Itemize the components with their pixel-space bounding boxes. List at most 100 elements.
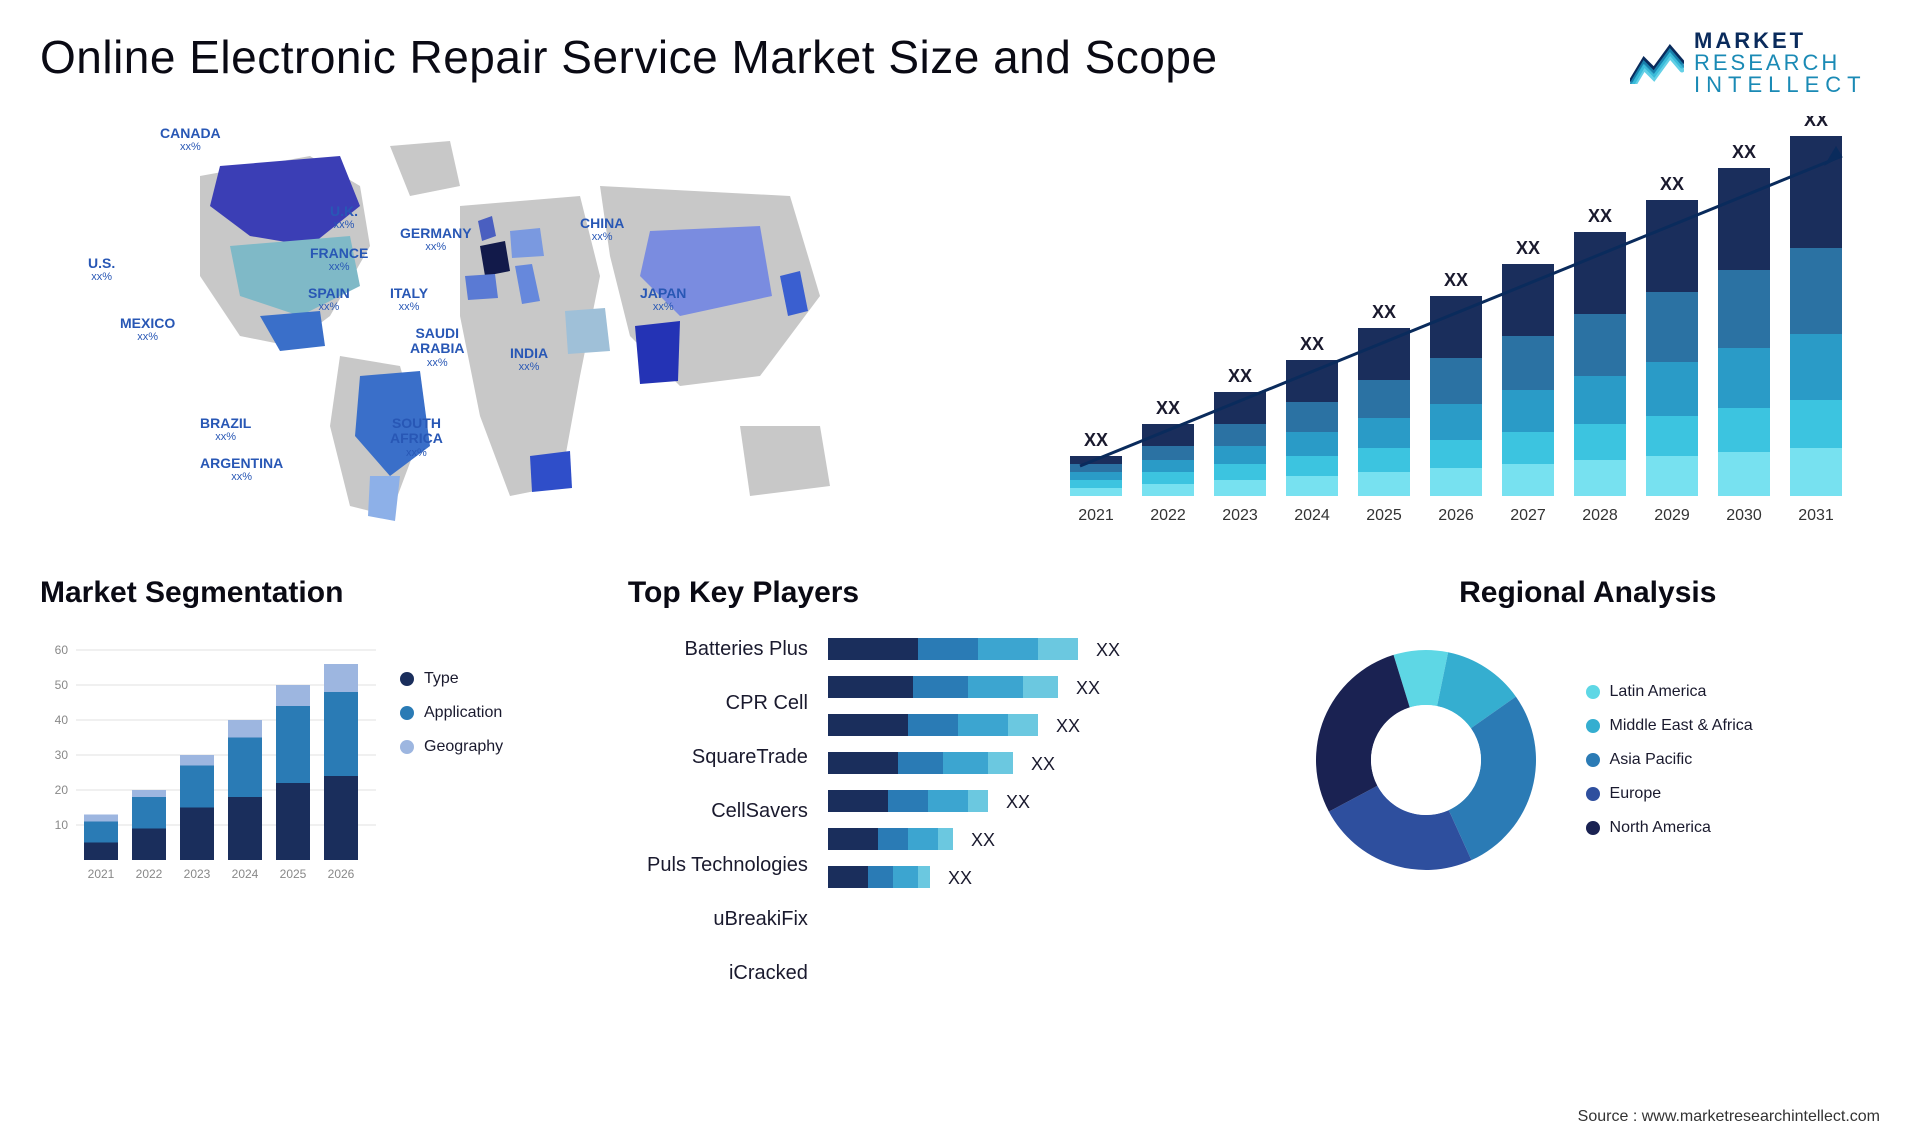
main-bar-2025-s1 bbox=[1358, 448, 1410, 472]
map-label-japan: JAPANxx% bbox=[640, 286, 686, 313]
main-bar-2027-s1 bbox=[1502, 432, 1554, 464]
segmentation-legend: TypeApplicationGeography bbox=[400, 630, 503, 890]
main-bar-2022-s3 bbox=[1142, 446, 1194, 460]
player-bar-0-s1 bbox=[918, 638, 978, 660]
players-title: Top Key Players bbox=[628, 576, 1266, 610]
player-bar-1-s0 bbox=[828, 676, 913, 698]
main-bar-2024-s4 bbox=[1286, 360, 1338, 402]
map-label-spain: SPAINxx% bbox=[308, 286, 350, 313]
main-bar-2028-s2 bbox=[1574, 376, 1626, 424]
player-bar-4-s1 bbox=[888, 790, 928, 812]
seg-legend-geography: Geography bbox=[400, 738, 503, 756]
source-attribution: Source : www.marketresearchintellect.com bbox=[1578, 1108, 1880, 1126]
player-label-1: CPR Cell bbox=[628, 684, 808, 722]
main-bar-label-2028: XX bbox=[1588, 206, 1612, 226]
player-bar-3-s0 bbox=[828, 752, 898, 774]
seg-bar-2021-geography bbox=[84, 815, 118, 822]
seg-bar-2026-application bbox=[324, 692, 358, 776]
svg-text:2025: 2025 bbox=[280, 867, 307, 881]
player-bar-0-s0 bbox=[828, 638, 918, 660]
country-france bbox=[480, 241, 510, 276]
seg-bar-2023-type bbox=[180, 808, 214, 861]
main-bar-2021-s0 bbox=[1070, 488, 1122, 496]
players-panel: Top Key Players Batteries PlusCPR CellSq… bbox=[628, 576, 1266, 992]
main-bar-2030-s3 bbox=[1718, 270, 1770, 348]
seg-legend-type: Type bbox=[400, 670, 503, 688]
main-bar-2028-s0 bbox=[1574, 460, 1626, 496]
main-year-2024: 2024 bbox=[1294, 507, 1330, 524]
main-year-2027: 2027 bbox=[1510, 507, 1546, 524]
page-title: Online Electronic Repair Service Market … bbox=[40, 30, 1218, 84]
seg-bar-2022-application bbox=[132, 797, 166, 829]
segmentation-title: Market Segmentation bbox=[40, 576, 598, 610]
seg-bar-2024-type bbox=[228, 797, 262, 860]
player-val-1: XX bbox=[1076, 678, 1100, 698]
player-labels: Batteries PlusCPR CellSquareTradeCellSav… bbox=[628, 630, 808, 992]
main-bar-2022-s2 bbox=[1142, 460, 1194, 472]
main-bar-2029-s2 bbox=[1646, 362, 1698, 416]
player-bar-1-s1 bbox=[913, 676, 968, 698]
regional-legend-4: North America bbox=[1586, 819, 1753, 837]
main-bar-2031-s2 bbox=[1790, 334, 1842, 400]
donut-inner bbox=[1371, 705, 1481, 815]
main-bar-label-2026: XX bbox=[1444, 270, 1468, 290]
main-bar-2027-s0 bbox=[1502, 464, 1554, 496]
logo-line3: INTELLECT bbox=[1694, 74, 1867, 96]
main-bar-2024-s2 bbox=[1286, 432, 1338, 456]
main-bar-label-2031: XX bbox=[1804, 116, 1828, 130]
main-year-2029: 2029 bbox=[1654, 507, 1690, 524]
map-label-france: FRANCExx% bbox=[310, 246, 368, 273]
map-label-china: CHINAxx% bbox=[580, 216, 624, 243]
seg-bar-2025-geography bbox=[276, 685, 310, 706]
map-label-saudiarabia: SAUDIARABIAxx% bbox=[410, 326, 464, 369]
map-label-brazil: BRAZILxx% bbox=[200, 416, 251, 443]
main-bar-2025-s0 bbox=[1358, 472, 1410, 496]
player-bar-6-s0 bbox=[828, 866, 868, 888]
svg-text:60: 60 bbox=[55, 643, 69, 657]
seg-bar-2026-type bbox=[324, 776, 358, 860]
regional-donut bbox=[1296, 630, 1556, 890]
seg-bar-2023-geography bbox=[180, 755, 214, 766]
regional-legend: Latin AmericaMiddle East & AfricaAsia Pa… bbox=[1586, 683, 1753, 837]
main-bar-2028-s1 bbox=[1574, 424, 1626, 460]
main-bar-2023-s1 bbox=[1214, 464, 1266, 480]
map-label-us: U.S.xx% bbox=[88, 256, 115, 283]
player-label-6: iCracked bbox=[628, 954, 808, 992]
seg-bar-2023-application bbox=[180, 766, 214, 808]
main-bar-2029-s4 bbox=[1646, 200, 1698, 292]
main-bar-label-2024: XX bbox=[1300, 334, 1324, 354]
player-bar-1-s2 bbox=[968, 676, 1023, 698]
player-bar-5-s1 bbox=[878, 828, 908, 850]
player-val-4: XX bbox=[1006, 792, 1030, 812]
main-year-2025: 2025 bbox=[1366, 507, 1402, 524]
main-bar-2031-s0 bbox=[1790, 448, 1842, 496]
seg-bar-2026-geography bbox=[324, 664, 358, 692]
player-bar-4-s0 bbox=[828, 790, 888, 812]
swatch-icon bbox=[1586, 787, 1600, 801]
player-bar-5-s2 bbox=[908, 828, 938, 850]
player-bar-0-s3 bbox=[1038, 638, 1078, 660]
swatch-icon bbox=[1586, 821, 1600, 835]
regional-title: Regional Analysis bbox=[1296, 576, 1880, 610]
player-bar-6-s2 bbox=[893, 866, 918, 888]
swatch-icon bbox=[1586, 753, 1600, 767]
main-year-2026: 2026 bbox=[1438, 507, 1474, 524]
main-bar-2023-s3 bbox=[1214, 424, 1266, 446]
swatch-icon bbox=[1586, 719, 1600, 733]
logo-mark-icon bbox=[1630, 42, 1684, 84]
main-bar-2030-s0 bbox=[1718, 452, 1770, 496]
player-val-5: XX bbox=[971, 830, 995, 850]
main-bar-2029-s0 bbox=[1646, 456, 1698, 496]
country-argentina bbox=[368, 476, 400, 521]
logo-line2: RESEARCH bbox=[1694, 52, 1867, 74]
country-spain bbox=[465, 274, 498, 300]
main-year-2022: 2022 bbox=[1150, 507, 1186, 524]
main-bar-label-2021: XX bbox=[1084, 430, 1108, 450]
player-bar-5-s0 bbox=[828, 828, 878, 850]
map-label-italy: ITALYxx% bbox=[390, 286, 428, 313]
country-mexico bbox=[260, 311, 325, 351]
seg-bar-2022-type bbox=[132, 829, 166, 861]
main-bar-label-2029: XX bbox=[1660, 174, 1684, 194]
regional-legend-3: Europe bbox=[1586, 785, 1753, 803]
swatch-icon bbox=[400, 672, 414, 686]
